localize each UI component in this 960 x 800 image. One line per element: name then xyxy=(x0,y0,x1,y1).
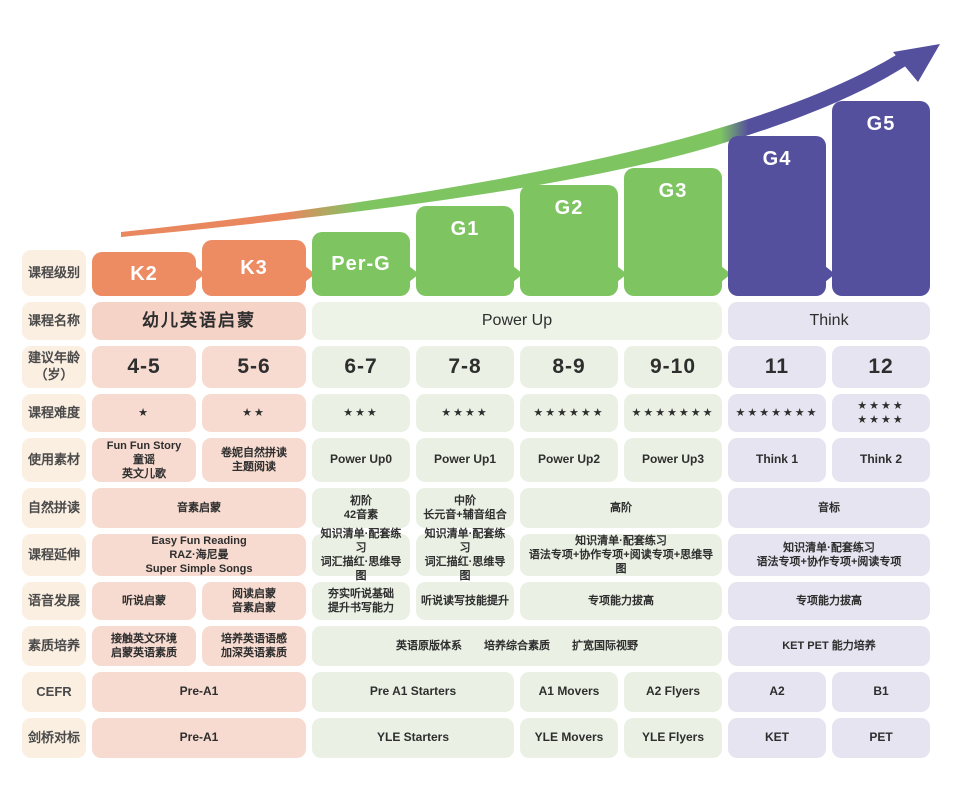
row-label-cefr: CEFR xyxy=(22,672,86,712)
cell-quality-k3: 培养英语语感 加深英语素质 xyxy=(202,626,306,666)
row-label-age: 建议年龄 （岁） xyxy=(22,346,86,388)
cell-quality-powerup: 英语原版体系 培养综合素质 扩宽国际视野 xyxy=(312,626,722,666)
cell-name-powerup: Power Up xyxy=(312,302,722,340)
cell-difficulty-k2: ★ xyxy=(92,394,196,432)
cell-difficulty-g5: ★★★★ ★★★★ xyxy=(832,394,930,432)
cell-speech-think: 专项能力拔高 xyxy=(728,582,930,620)
cell-cefr-g4: A2 xyxy=(728,672,826,712)
cell-age-k2: 4-5 xyxy=(92,346,196,388)
cell-difficulty-k3: ★★ xyxy=(202,394,306,432)
row-label-extension: 课程延伸 xyxy=(22,534,86,576)
cell-cefr-kids: Pre-A1 xyxy=(92,672,306,712)
cell-cambridge-g5: PET xyxy=(832,718,930,758)
chevron-right-icon xyxy=(825,266,835,282)
cell-speech-k3: 阅读启蒙 音素启蒙 xyxy=(202,582,306,620)
cell-extension-g2-g3: 知识清单·配套练习 语法专项+协作专项+阅读专项+思维导图 xyxy=(520,534,722,576)
cell-age-per-g: 6-7 xyxy=(312,346,410,388)
cell-age-g2: 8-9 xyxy=(520,346,618,388)
cell-phonics-kids: 音素启蒙 xyxy=(92,488,306,528)
cell-cambridge-kids: Pre-A1 xyxy=(92,718,306,758)
row-label-phonics: 自然拼读 xyxy=(22,488,86,528)
row-label-materials: 使用素材 xyxy=(22,438,86,482)
level-block-k2: K2 xyxy=(92,252,205,296)
cell-cefr-g5: B1 xyxy=(832,672,930,712)
cell-speech-per-g: 夯实听说基础 提升书写能力 xyxy=(312,582,410,620)
row-label-course-name: 课程名称 xyxy=(22,302,86,340)
chevron-right-icon xyxy=(513,266,523,282)
cell-age-g4: 11 xyxy=(728,346,826,388)
cell-cambridge-g2: YLE Movers xyxy=(520,718,618,758)
cell-name-think: Think xyxy=(728,302,930,340)
row-label-course-level: 课程级别 xyxy=(22,250,86,296)
cell-materials-per-g: Power Up0 xyxy=(312,438,410,482)
row-label-quality: 素质培养 xyxy=(22,626,86,666)
level-block-per-g: Per-G xyxy=(312,232,419,296)
chevron-right-icon xyxy=(409,266,419,282)
cell-difficulty-g2: ★★★★★★ xyxy=(520,394,618,432)
level-block-wrap: G4 xyxy=(728,136,835,296)
cell-extension-kids: Easy Fun Reading RAZ·海尼曼 Super Simple So… xyxy=(92,534,306,576)
cell-cefr-g3: A2 Flyers xyxy=(624,672,722,712)
level-block-g3: G3 xyxy=(624,168,731,296)
cell-name-kids: 幼儿英语启蒙 xyxy=(92,302,306,340)
cell-phonics-per-g: 初阶 42音素 xyxy=(312,488,410,528)
chevron-right-icon xyxy=(305,266,315,282)
level-block-wrap: G3 xyxy=(624,168,731,296)
level-block-g1: G1 xyxy=(416,206,523,296)
cell-extension-per-g: 知识清单·配套练习 词汇描红·思维导图 xyxy=(312,528,410,582)
cell-quality-think: KET PET 能力培养 xyxy=(728,626,930,666)
cell-materials-k3: 卷妮自然拼读 主题阅读 xyxy=(202,438,306,482)
cell-difficulty-per-g: ★★★ xyxy=(312,394,410,432)
cell-cambridge-g4: KET xyxy=(728,718,826,758)
cell-materials-g3: Power Up3 xyxy=(624,438,722,482)
level-block-wrap: G5 xyxy=(832,101,930,296)
cell-age-g1: 7-8 xyxy=(416,346,514,388)
level-block-wrap: G2 xyxy=(520,185,627,296)
cell-cefr-g2: A1 Movers xyxy=(520,672,618,712)
cell-phonics-g1: 中阶 长元音+辅音组合 xyxy=(416,488,514,528)
cell-phonics-think: 音标 xyxy=(728,488,930,528)
cell-materials-g5: Think 2 xyxy=(832,438,930,482)
course-table: 课程级别 K2 K3 Per-G G1 G2 G3 G4 G5 课程名称 幼儿英… xyxy=(22,101,930,758)
cell-age-g3: 9-10 xyxy=(624,346,722,388)
level-block-wrap: G1 xyxy=(416,206,523,296)
level-block-g2: G2 xyxy=(520,185,627,296)
cell-difficulty-g1: ★★★★ xyxy=(416,394,514,432)
cell-cambridge-starters: YLE Starters xyxy=(312,718,514,758)
cell-difficulty-g4: ★★★★★★★ xyxy=(728,394,826,432)
level-block-wrap: K3 xyxy=(202,240,315,296)
cell-speech-k2: 听说启蒙 xyxy=(92,582,196,620)
chevron-right-icon xyxy=(617,266,627,282)
cell-materials-g2: Power Up2 xyxy=(520,438,618,482)
level-block-wrap: K2 xyxy=(92,250,205,296)
level-block-g5: G5 xyxy=(832,101,930,296)
chevron-right-icon xyxy=(721,266,731,282)
chevron-right-icon xyxy=(195,266,205,282)
row-label-difficulty: 课程难度 xyxy=(22,394,86,432)
level-block-g4: G4 xyxy=(728,136,835,296)
level-block-k3: K3 xyxy=(202,240,315,296)
cell-extension-think: 知识清单·配套练习 语法专项+协作专项+阅读专项 xyxy=(728,534,930,576)
cell-age-k3: 5-6 xyxy=(202,346,306,388)
cell-cambridge-g3: YLE Flyers xyxy=(624,718,722,758)
cell-difficulty-g3: ★★★★★★★ xyxy=(624,394,722,432)
level-block-wrap: Per-G xyxy=(312,232,419,296)
row-label-cambridge: 剑桥对标 xyxy=(22,718,86,758)
cell-materials-k2: Fun Fun Story 童谣 英文儿歌 xyxy=(92,438,196,482)
cell-cefr-starters: Pre A1 Starters xyxy=(312,672,514,712)
cell-quality-k2: 接触英文环境 启蒙英语素质 xyxy=(92,626,196,666)
cell-materials-g1: Power Up1 xyxy=(416,438,514,482)
cell-materials-g4: Think 1 xyxy=(728,438,826,482)
cell-speech-g1: 听说读写技能提升 xyxy=(416,582,514,620)
cell-age-g5: 12 xyxy=(832,346,930,388)
cell-phonics-g2-g3: 高阶 xyxy=(520,488,722,528)
cell-speech-g2-g3: 专项能力拔高 xyxy=(520,582,722,620)
cell-extension-g1: 知识清单·配套练习 词汇描红·思维导图 xyxy=(416,528,514,582)
row-label-speech: 语音发展 xyxy=(22,582,86,620)
